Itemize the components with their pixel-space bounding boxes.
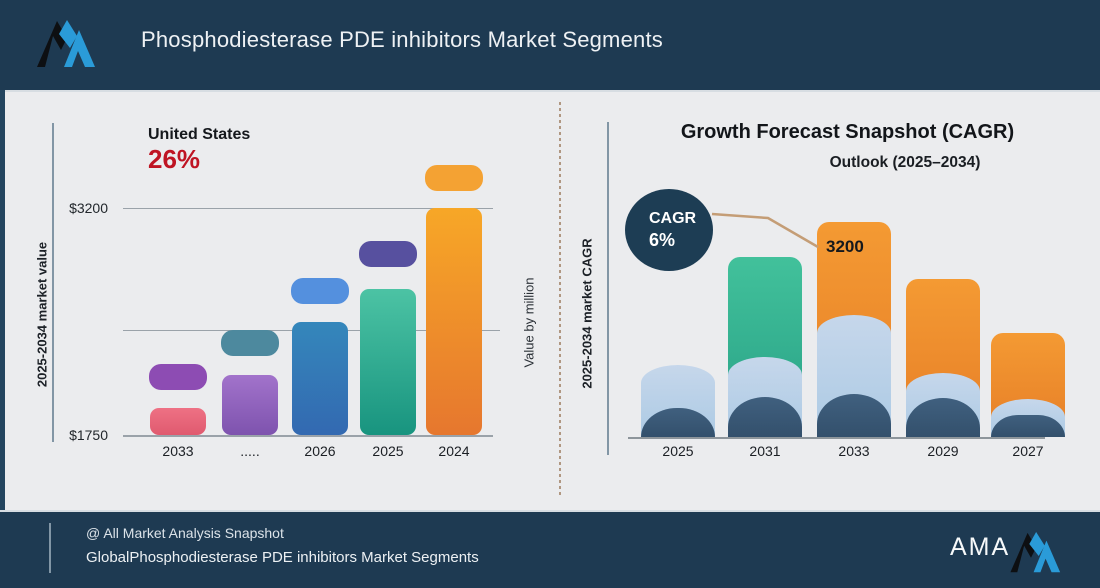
ytick-3200: $3200 bbox=[69, 200, 108, 216]
header-bar: Phosphodiesterase PDE inhibitors Market … bbox=[0, 0, 1100, 90]
xlabel-2025: 2025 bbox=[662, 443, 694, 459]
left-chart-title: United States bbox=[148, 126, 251, 143]
footer-brand-text: AMA bbox=[950, 533, 1011, 561]
card-top-edge bbox=[0, 90, 1100, 92]
right-chart-title: Growth Forecast Snapshot (CAGR) bbox=[680, 121, 1015, 143]
right-y-axis bbox=[607, 122, 609, 455]
bar-cap-2025 bbox=[359, 241, 417, 267]
left-right-axis-label: Value by million bbox=[521, 277, 537, 368]
footer-source: GlobalPhosphodiesterase PDE inhibitors M… bbox=[86, 549, 479, 566]
xlabel-.....: ..... bbox=[240, 443, 260, 459]
bar-2026 bbox=[292, 322, 348, 435]
xlabel-2027: 2027 bbox=[1012, 443, 1044, 459]
bar-2024 bbox=[426, 208, 482, 435]
bar-cap-2026 bbox=[291, 278, 349, 304]
gridline-3200 bbox=[123, 208, 493, 209]
right-y-axis-label: 2025-2034 market CAGR bbox=[579, 238, 595, 389]
card-bottom-edge bbox=[0, 510, 1100, 512]
xlabel-2031: 2031 bbox=[749, 443, 781, 459]
right-x-axis bbox=[628, 437, 1045, 439]
right-chart-subtitle: Outlook (2025–2034) bbox=[829, 154, 981, 171]
cagr-badge-value: 6% bbox=[649, 229, 676, 250]
bar-2025 bbox=[360, 289, 416, 435]
page-title: Phosphodiesterase PDE inhibitors Market … bbox=[141, 27, 663, 52]
xlabel-2029: 2029 bbox=[927, 443, 959, 459]
footer-divider-line bbox=[49, 523, 51, 573]
footer-credit: @ All Market Analysis Snapshot bbox=[86, 525, 284, 541]
ama-mountain-logo-icon bbox=[1010, 532, 1061, 573]
bar-..... bbox=[222, 375, 278, 435]
gridline-1750-baseline bbox=[123, 435, 493, 437]
cagr-badge-label: CAGR bbox=[649, 209, 697, 227]
left-highlight-value: 26% bbox=[148, 144, 201, 174]
bar-cap-2033 bbox=[149, 364, 207, 390]
bar-base-2031 bbox=[728, 397, 802, 437]
card-left-edge bbox=[0, 90, 5, 512]
footer-bar: @ All Market Analysis Snapshot GlobalPho… bbox=[0, 512, 1100, 588]
xlabel-2033: 2033 bbox=[838, 443, 870, 459]
chart-card: 2025-2034 market value United States 26%… bbox=[0, 90, 1100, 512]
left-y-axis-label: 2025-2034 market value bbox=[34, 241, 50, 388]
xlabel-2025: 2025 bbox=[372, 443, 404, 459]
xlabel-2033: 2033 bbox=[162, 443, 194, 459]
cagr-badge: CAGR 6% bbox=[625, 189, 713, 271]
bar-cap-2024 bbox=[425, 165, 483, 191]
xlabel-2026: 2026 bbox=[304, 443, 336, 459]
bar-base-2027 bbox=[991, 415, 1065, 437]
bar-base-2033 bbox=[817, 394, 891, 437]
data-label-3200: 3200 bbox=[826, 237, 864, 256]
panel-divider bbox=[559, 102, 561, 496]
xlabel-2024: 2024 bbox=[438, 443, 470, 459]
ama-mountain-logo-icon bbox=[37, 20, 95, 67]
left-y-axis bbox=[52, 123, 54, 442]
ytick-1750: $1750 bbox=[69, 427, 108, 443]
bar-2033 bbox=[150, 408, 206, 435]
bar-cap-..... bbox=[221, 330, 279, 356]
